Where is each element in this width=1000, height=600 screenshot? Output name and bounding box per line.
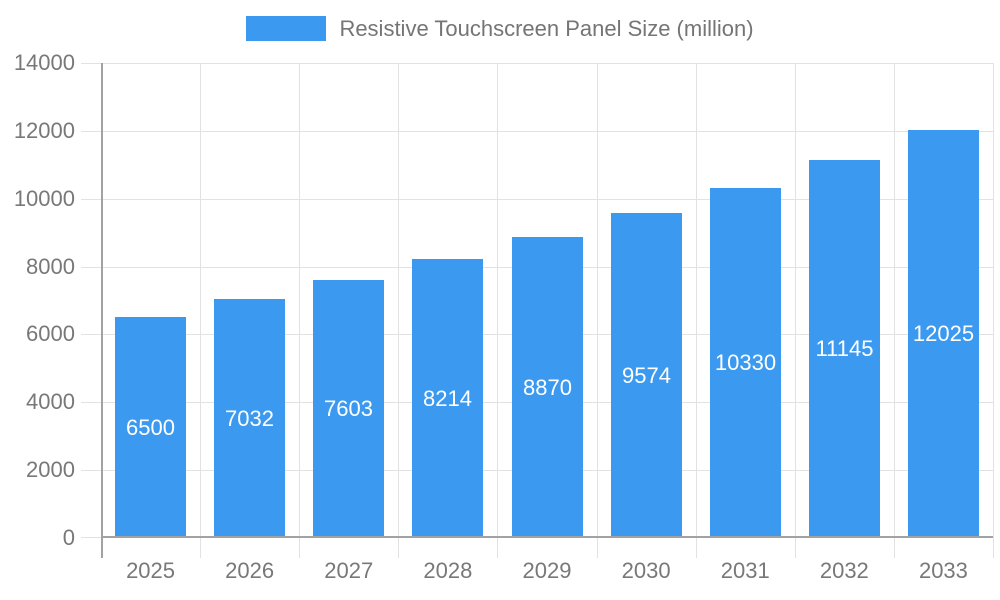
- plot-area: 6500 7032 7603 8214 8870 9574 10330 11145 12025 …: [14, 50, 994, 583]
- horizontal-gridline: [81, 63, 993, 64]
- y-tick-label: 2000: [26, 457, 75, 483]
- bar-2029[interactable]: 8870: [512, 237, 583, 538]
- bar-2030[interactable]: 9574: [611, 213, 682, 538]
- bar-2027[interactable]: 7603: [313, 280, 384, 538]
- vertical-gridline: [993, 63, 994, 558]
- y-tick-label: 4000: [26, 389, 75, 415]
- vertical-gridline: [795, 63, 796, 558]
- y-tick-label: 6000: [26, 321, 75, 347]
- bar-value-label: 7603: [324, 396, 373, 421]
- legend-label: Resistive Touchscreen Panel Size (millio…: [339, 16, 754, 41]
- y-axis-tick: [81, 537, 101, 538]
- y-tick-label: 0: [62, 525, 75, 550]
- bar-2026[interactable]: 7032: [214, 299, 285, 538]
- vertical-gridline: [299, 63, 300, 558]
- bar-value-label: 11145: [815, 336, 874, 361]
- bar-value-label: 8870: [523, 374, 572, 400]
- vertical-gridline: [597, 63, 598, 558]
- bar-value-label: 8214: [423, 385, 472, 411]
- bar-2028[interactable]: 8214: [412, 259, 483, 538]
- x-tick-label-2025: 2025: [126, 558, 176, 583]
- vertical-gridline: [894, 63, 895, 558]
- x-axis-line: [101, 536, 993, 538]
- horizontal-gridline: [81, 198, 993, 200]
- bar-value-label: 10330: [714, 350, 777, 375]
- vertical-gridline: [200, 63, 201, 558]
- x-tick-label-2028: 2028: [423, 558, 473, 583]
- bar-value-label: 6500: [126, 414, 175, 440]
- bar-value-label: 12025: [912, 321, 975, 346]
- horizontal-gridline: [81, 130, 993, 132]
- vertical-gridline: [398, 63, 399, 558]
- bar-2025[interactable]: 6500: [115, 317, 186, 538]
- y-tick-label: 10000: [13, 185, 75, 211]
- x-tick-label-2033: 2033: [918, 558, 968, 583]
- legend[interactable]: Resistive Touchscreen Panel Size (millio…: [0, 16, 1000, 41]
- x-tick-label-2031: 2031: [720, 558, 770, 583]
- y-axis-line: [101, 63, 103, 558]
- y-tick-label: 14000: [13, 50, 75, 75]
- x-tick-label-2029: 2029: [522, 558, 572, 583]
- x-tick-label-2030: 2030: [621, 558, 671, 583]
- x-tick-label-2032: 2032: [819, 558, 869, 583]
- bar-2033[interactable]: 12025: [908, 130, 979, 538]
- bar-value-label: 9574: [622, 362, 671, 388]
- y-tick-label: 12000: [13, 117, 75, 143]
- vertical-gridline: [696, 63, 697, 558]
- bar-2032[interactable]: 11145: [809, 160, 880, 538]
- y-tick-label: 8000: [26, 253, 75, 279]
- bar-2031[interactable]: 10330: [710, 188, 781, 538]
- x-tick-label-2027: 2027: [324, 558, 374, 583]
- bar-value-label: 7032: [225, 405, 274, 431]
- x-tick-label-2026: 2026: [225, 558, 275, 583]
- vertical-gridline: [497, 63, 498, 558]
- legend-swatch: [246, 16, 327, 41]
